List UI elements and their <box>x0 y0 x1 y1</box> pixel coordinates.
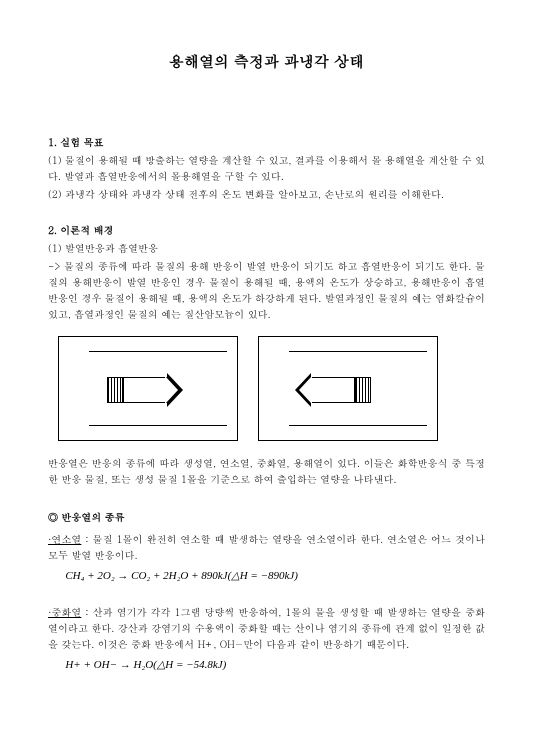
neutralization-equation: H+ + OH− → H₂O(△H = −54.8kJ) <box>65 659 226 671</box>
combustion-equation: CH₄ + 2O₂ → CO₂ + 2H₂O + 890kJ(△H = −890… <box>65 570 298 582</box>
reaction-heat-types-head: ◎ 반응열의 종류 <box>48 509 485 525</box>
section-2-p2: 반응열은 반응의 종류에 따라 생성열, 연소열, 중화열, 용해열이 있다. … <box>48 455 485 487</box>
diagram2-arrow-label <box>311 377 355 403</box>
exothermic-diagram <box>58 336 238 441</box>
section-1-head: 1. 실험 목표 <box>48 134 485 150</box>
combustion-heat-para: ·연소열 : 물질 1몰이 완전히 연소할 때 발생하는 열량을 연소열이라 한… <box>48 531 485 563</box>
page-title: 용해열의 측정과 과냉각 상태 <box>48 50 485 74</box>
neutralization-heat-para: ·중화열 : 산과 염기가 각각 1그램 당량씩 반응하여, 1몰의 물을 생성… <box>48 604 485 652</box>
neutralization-eq-row: H+ + OH− → H₂O(△H = −54.8kJ) <box>48 656 485 675</box>
energy-diagrams <box>58 336 485 441</box>
combustion-eq-row: CH₄ + 2O₂ → CO₂ + 2H₂O + 890kJ(△H = −890… <box>48 567 485 586</box>
section-2-sub1: (1) 발열반응과 흡열반응 <box>48 240 485 256</box>
endothermic-diagram <box>258 336 438 441</box>
diagram1-arrow-label <box>123 377 167 403</box>
neutralization-heat-label: ·중화열 <box>48 605 81 619</box>
combustion-heat-label: ·연소열 <box>48 532 81 546</box>
section-2-p1: -> 물질의 종류에 따라 물질의 용해 반응이 발열 반응이 되기도 하고 흡… <box>48 258 485 322</box>
section-1-p2: (2) 과냉각 상태와 과냉각 상태 전후의 온도 변화를 알아보고, 손난로의… <box>48 186 485 202</box>
section-2-head: 2. 이론적 배경 <box>48 222 485 238</box>
section-1-p1: (1) 물질이 용해될 때 방출하는 열량을 계산할 수 있고, 결과를 이용해… <box>48 152 485 184</box>
